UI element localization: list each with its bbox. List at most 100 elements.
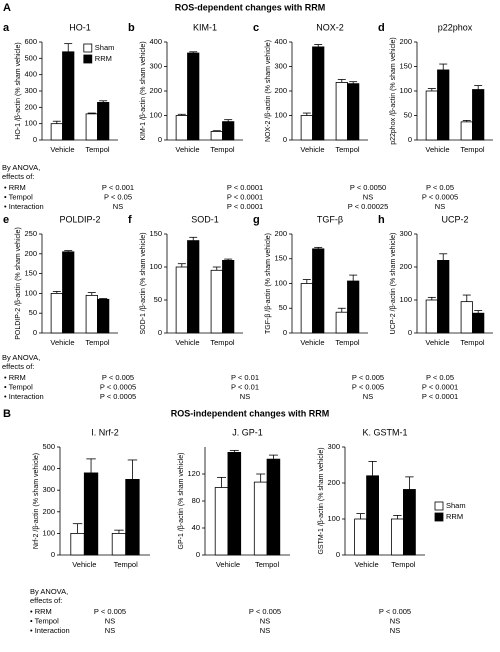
y-axis-label: POLDIP-2 /β-actin (% sham vehicle) — [15, 227, 22, 340]
anova-result: P < 0.0005 — [422, 192, 458, 201]
y-tick-label: 0 — [51, 550, 55, 559]
bar — [85, 294, 98, 334]
anova-heading: effects of: — [30, 596, 62, 605]
x-tick-label: Vehicle — [175, 338, 199, 347]
panel-letter: c — [253, 22, 259, 34]
y-tick-label: 200 — [399, 262, 412, 271]
bar — [425, 90, 438, 141]
chart-title: TGF-β — [317, 214, 343, 224]
anova-result: P < 0.01 — [231, 373, 259, 382]
chart-title: p22phox — [438, 22, 473, 32]
bar — [83, 472, 99, 556]
anova-result: P < 0.005 — [352, 373, 384, 382]
x-tick-label: Tempol — [85, 338, 110, 347]
y-tick-label: 0 — [283, 328, 287, 337]
x-tick-label: Vehicle — [300, 145, 324, 154]
y-axis-label: Nrf-2 /β-actin (% sham vehicle) — [33, 453, 40, 549]
y-tick-label: 250 — [24, 229, 37, 238]
bar — [253, 481, 268, 556]
y-tick-label: 100 — [399, 295, 412, 304]
bar — [312, 248, 325, 334]
anova-result: P < 0.05 — [426, 183, 454, 192]
bar — [472, 312, 485, 334]
anova-heading: By ANOVA, — [2, 353, 40, 362]
x-tick-label: Tempol — [460, 338, 485, 347]
y-tick-label: 200 — [399, 37, 412, 46]
bar — [227, 451, 242, 556]
legend-swatch — [83, 43, 93, 53]
anova-result: P < 0.0050 — [350, 183, 386, 192]
x-tick-label: Tempol — [255, 560, 280, 569]
bar — [390, 518, 404, 556]
anova-result: NS — [363, 192, 373, 201]
y-tick-label: 100 — [149, 110, 162, 119]
anova-result: P < 0.00025 — [348, 202, 389, 211]
y-tick-label: 300 — [42, 485, 55, 494]
anova-heading: By ANOVA, — [2, 163, 40, 172]
y-tick-label: 50 — [279, 303, 287, 312]
y-tick-label: 100 — [274, 110, 287, 119]
y-tick-label: 40 — [192, 523, 200, 532]
x-tick-label: Tempol — [85, 145, 110, 154]
bar — [300, 115, 313, 141]
anova-factor: • RRM — [4, 373, 26, 382]
y-tick-label: 300 — [399, 229, 412, 238]
bar — [85, 113, 98, 141]
chart-title: UCP-2 — [441, 214, 468, 224]
anova-result: NS — [105, 616, 115, 625]
anova-result: P < 0.01 — [231, 382, 259, 391]
y-tick-label: 200 — [149, 86, 162, 95]
y-tick-label: 50 — [154, 295, 162, 304]
y-tick-label: 100 — [42, 528, 55, 537]
y-tick-label: 150 — [399, 61, 412, 70]
bar — [472, 89, 485, 141]
anova-result: P < 0.0001 — [227, 183, 263, 192]
y-axis-label: HO-1 /β-actin (% sham vehicle) — [15, 42, 22, 139]
x-tick-label: Tempol — [210, 338, 235, 347]
bar — [335, 311, 348, 334]
panel-letter: h — [378, 214, 385, 226]
anova-factor: • Tempol — [30, 616, 59, 625]
y-tick-label: 200 — [24, 102, 37, 111]
panel-letter: b — [128, 22, 135, 34]
y-tick-label: 50 — [29, 308, 37, 317]
panel-letter: f — [128, 214, 132, 226]
x-tick-label: Tempol — [114, 560, 139, 569]
bar — [460, 121, 473, 141]
y-tick-label: 0 — [408, 135, 412, 144]
bar — [222, 121, 235, 141]
y-axis-label: SOD-1 /β-actin (% sham vehicle) — [140, 232, 147, 334]
x-tick-label: Vehicle — [355, 560, 379, 569]
y-tick-label: 200 — [42, 507, 55, 516]
anova-result: P < 0.0001 — [422, 382, 458, 391]
bar — [125, 478, 140, 556]
bar — [187, 52, 200, 141]
anova-result: P < 0.0005 — [100, 392, 136, 401]
y-tick-label: 300 — [24, 86, 37, 95]
x-tick-label: Tempol — [391, 560, 416, 569]
anova-result: NS — [105, 626, 115, 635]
anova-result: NS — [363, 392, 373, 401]
panel-letter: e — [3, 214, 9, 226]
y-tick-label: 500 — [42, 442, 55, 451]
panel-letter: a — [3, 22, 10, 34]
anova-heading: effects of: — [2, 172, 34, 181]
bar — [62, 251, 75, 334]
anova-result: P < 0.005 — [379, 607, 411, 616]
y-tick-label: 300 — [149, 61, 162, 70]
bar — [97, 102, 110, 141]
x-tick-label: Vehicle — [72, 560, 96, 569]
y-tick-label: 120 — [187, 469, 200, 478]
y-tick-label: 100 — [149, 262, 162, 271]
bar — [347, 83, 360, 141]
bar — [50, 292, 63, 334]
y-tick-label: 100 — [399, 86, 412, 95]
section-title: ROS-dependent changes with RRM — [175, 2, 326, 12]
section-letter: A — [3, 2, 11, 14]
anova-factor: • Tempol — [4, 192, 33, 201]
anova-factor: • Interaction — [4, 392, 44, 401]
y-tick-label: 400 — [42, 464, 55, 473]
panel-letter: d — [378, 22, 385, 34]
y-axis-label: p22phox /β-actin (% sham vehicle) — [390, 37, 397, 145]
